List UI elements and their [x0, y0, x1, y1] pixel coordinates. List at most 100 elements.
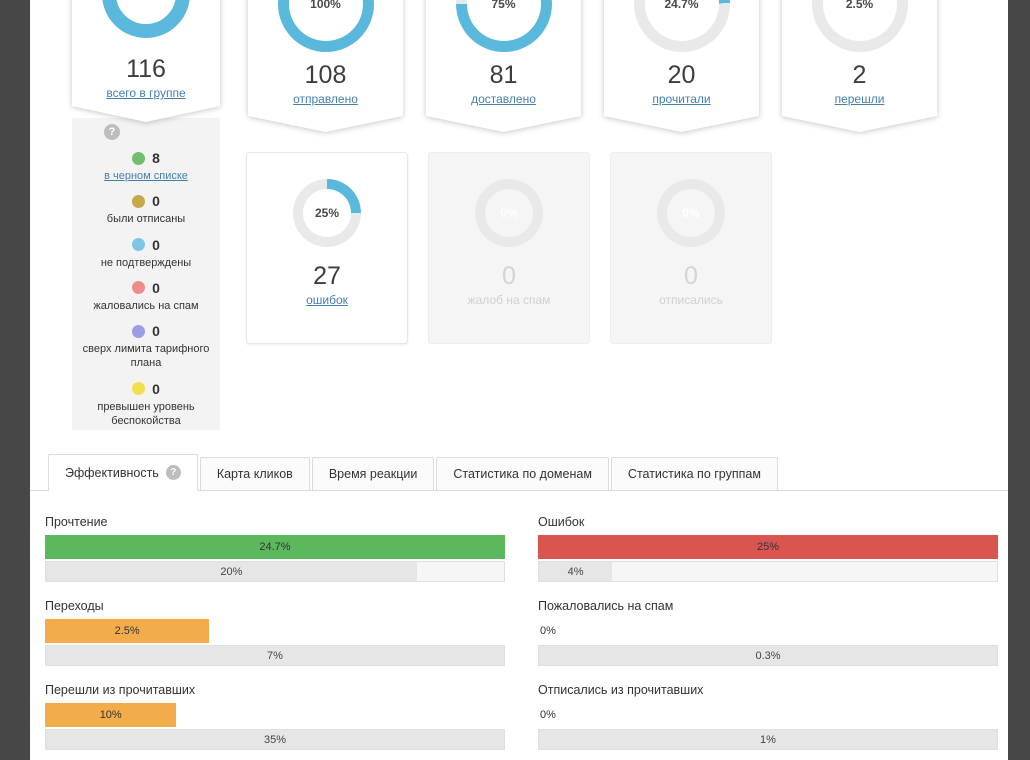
- legend-label: не подтверждены: [100, 256, 192, 269]
- legend-value: 0: [152, 380, 160, 397]
- legend-help-wrap: ?: [82, 122, 210, 140]
- legend-help-icon[interactable]: ?: [104, 124, 120, 140]
- metric-errors: Ошибок 25% 4%: [538, 515, 998, 582]
- stat-card-total: 116 всего в группе: [72, 0, 220, 122]
- metric-label: Отписались из прочитавших: [538, 683, 704, 697]
- unsubscribed-percent: 0%: [682, 206, 700, 220]
- stat-value-delivered: 81: [489, 61, 518, 89]
- spam-complaints-donut: 0%: [475, 179, 543, 247]
- tab-label: Статистика по доменам: [453, 467, 592, 481]
- errors-donut: 25%: [293, 179, 361, 247]
- metric-label: Прочтение: [45, 515, 108, 529]
- stat-card-read: 24.7% 20 прочитали: [604, 0, 759, 132]
- legend-value: 0: [152, 193, 160, 210]
- legend-panel: ? 8 в черном списке 0 были отписаны: [72, 118, 220, 430]
- compare-bar: 4%: [538, 561, 998, 582]
- tab-help-icon[interactable]: ?: [165, 465, 181, 480]
- stat-label-spam-complaints: жалоб на спам: [467, 293, 551, 307]
- delivered-percent: 75%: [491, 0, 516, 11]
- summary-section: 116 всего в группе 100% 108 отправлено: [30, 0, 1008, 430]
- clicked-percent: 2.5%: [845, 0, 874, 11]
- stat-link-errors[interactable]: ошибок: [306, 293, 348, 307]
- metric-unsub-from-read: Отписались из прочитавших 0% 1%: [538, 683, 998, 750]
- metrics-right-column: Ошибок 25% 4% Пожаловались на спам 0% 0.…: [538, 515, 998, 760]
- value-bar: 2.5%: [45, 619, 505, 643]
- stat-value-read: 20: [667, 61, 696, 89]
- tab-label: Время реакции: [328, 467, 418, 481]
- legend-item-over-limit: 0 сверх лимита тарифного плана: [82, 323, 210, 371]
- stat-link-total[interactable]: всего в группе: [106, 86, 186, 100]
- value-bar: 0%: [540, 625, 556, 637]
- legend-item-spam-complaint: 0 жаловались на спам: [82, 280, 210, 313]
- unsubscribed-dot-icon: [132, 194, 146, 208]
- effectiveness-section: Прочтение 24.7% 20% Переходы 2.5% 7%: [30, 491, 1008, 760]
- legend-label: превышен уровень беспокойства: [97, 400, 195, 428]
- stat-link-delivered[interactable]: доставлено: [471, 92, 536, 106]
- delivered-donut: 75%: [456, 0, 552, 52]
- stat-link-sent[interactable]: отправлено: [293, 92, 358, 106]
- stat-card-delivered: 75% 81 доставлено: [426, 0, 581, 132]
- tab-domain-stats[interactable]: Статистика по доменам: [436, 457, 609, 490]
- spam-dot-icon: [132, 281, 146, 295]
- report-content: 116 всего в группе 100% 108 отправлено: [30, 0, 1008, 760]
- metric-clicked-from-read: Перешли из прочитавших 10% 35%: [45, 683, 505, 750]
- tab-reaction-time[interactable]: Время реакции: [311, 457, 435, 490]
- value-bar: 10%: [45, 703, 505, 727]
- compare-bar: 7%: [45, 645, 505, 666]
- stat-value-sent: 108: [304, 61, 347, 89]
- unconfirmed-dot-icon: [132, 238, 146, 252]
- stat-card-errors: 25% 27 ошибок: [246, 152, 408, 344]
- spam-complaints-percent: 0%: [500, 206, 518, 220]
- group-total-ring: [102, 0, 190, 38]
- stat-value-unsubscribed: 0: [684, 262, 698, 290]
- value-bar: 0%: [540, 709, 556, 721]
- tab-effectiveness[interactable]: Эффективность ?: [48, 454, 198, 491]
- legend-value: 8: [152, 150, 160, 166]
- legend-value: 0: [152, 236, 160, 253]
- tab-group-stats[interactable]: Статистика по группам: [610, 457, 778, 490]
- compare-bar: 1%: [538, 729, 998, 750]
- metric-clicks: Переходы 2.5% 7%: [45, 599, 505, 666]
- legend-label: сверх лимита тарифного плана: [82, 343, 210, 370]
- unsubscribed-donut: 0%: [657, 179, 725, 247]
- stat-card-unsubscribed: 0% 0 отписались: [610, 152, 772, 344]
- metric-label: Перешли из прочитавших: [45, 683, 196, 697]
- stat-value-spam-complaints: 0: [502, 262, 516, 290]
- value-bar: 24.7%: [45, 535, 505, 559]
- metric-label: Пожаловались на спам: [538, 599, 674, 613]
- secondary-card-row: 25% 27 ошибок 0% 0 жалоб на спам 0%: [246, 152, 1008, 344]
- metric-label: Ошибок: [538, 515, 585, 529]
- stat-link-clicked[interactable]: перешли: [834, 92, 885, 106]
- legend-value: 0: [152, 323, 160, 340]
- legend-label: были отписаны: [106, 213, 186, 226]
- tab-click-map[interactable]: Карта кликов: [199, 457, 310, 490]
- legend-item-annoyance: 0 превышен уровень беспокойства: [82, 381, 210, 429]
- sent-donut: 100%: [278, 0, 374, 52]
- stat-card-clicked: 2.5% 2 перешли: [782, 0, 937, 132]
- tab-label: Карта кликов: [216, 467, 293, 481]
- metric-reading: Прочтение 24.7% 20%: [45, 515, 505, 582]
- stat-card-spam-complaints: 0% 0 жалоб на спам: [428, 152, 590, 344]
- clicked-donut: 2.5%: [812, 0, 908, 52]
- stat-value-total: 116: [126, 55, 166, 83]
- stat-link-read[interactable]: прочитали: [652, 92, 711, 106]
- tab-bar: Эффективность ? Карта кликов Время реакц…: [30, 454, 1008, 491]
- stat-card-total-column: 116 всего в группе: [72, 0, 220, 132]
- value-bar: 25%: [538, 535, 998, 559]
- over-limit-dot-icon: [132, 324, 146, 338]
- stat-card-sent: 100% 108 отправлено: [248, 0, 403, 132]
- compare-bar: 20%: [45, 561, 505, 582]
- legend-item-unsubscribed: 0 были отписаны: [82, 193, 210, 226]
- legend-value: 0: [152, 279, 160, 296]
- stat-label-unsubscribed: отписались: [659, 293, 723, 307]
- metric-spam-complaints: Пожаловались на спам 0% 0.3%: [538, 599, 998, 666]
- annoyance-dot-icon: [132, 382, 146, 396]
- stat-value-clicked: 2: [852, 61, 867, 89]
- legend-item-blacklist: 8 в черном списке: [82, 150, 210, 183]
- metric-label: Переходы: [45, 599, 104, 613]
- stat-value-errors: 27: [313, 262, 341, 290]
- legend-link-blacklist[interactable]: в черном списке: [104, 170, 188, 182]
- errors-percent: 25%: [314, 206, 340, 220]
- blacklist-dot-icon: [132, 151, 146, 165]
